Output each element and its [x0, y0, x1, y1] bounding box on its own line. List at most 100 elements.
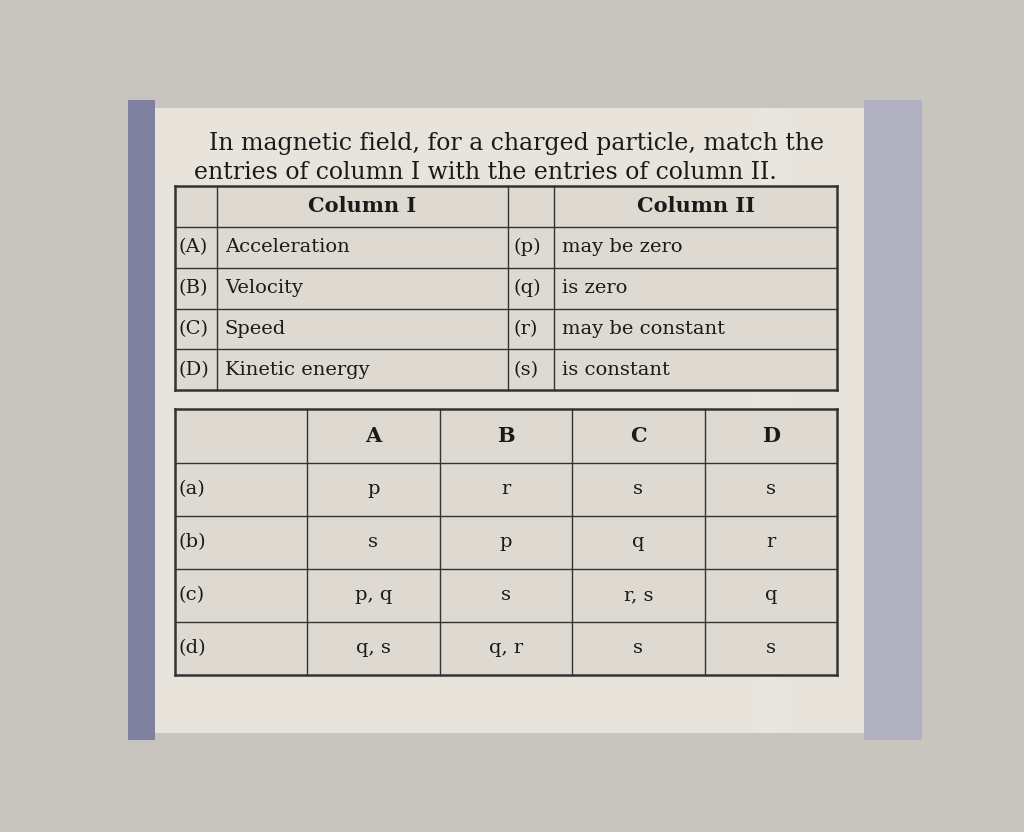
Bar: [822, 107, 825, 733]
Bar: [777, 107, 780, 733]
Bar: [804, 107, 807, 733]
Text: s: s: [766, 480, 776, 498]
Bar: [841, 107, 844, 733]
Bar: [810, 107, 813, 733]
Text: is constant: is constant: [562, 361, 670, 379]
Text: In magnetic field, for a charged particle, match the: In magnetic field, for a charged particl…: [209, 132, 824, 156]
Bar: [864, 100, 922, 740]
Bar: [776, 107, 779, 733]
Text: r, s: r, s: [624, 587, 653, 604]
Bar: [773, 107, 776, 733]
Bar: [767, 107, 770, 733]
Text: (r): (r): [514, 320, 539, 338]
Bar: [782, 107, 785, 733]
Bar: [795, 107, 798, 733]
Bar: [815, 107, 818, 733]
Bar: [790, 107, 793, 733]
Bar: [809, 107, 812, 733]
Text: q, s: q, s: [356, 640, 391, 657]
Bar: [174, 409, 838, 675]
Text: (q): (q): [514, 279, 542, 297]
Text: (p): (p): [514, 238, 542, 256]
Text: is zero: is zero: [562, 279, 628, 297]
Bar: [834, 107, 837, 733]
Text: s: s: [633, 640, 643, 657]
Bar: [847, 107, 850, 733]
Bar: [838, 107, 841, 733]
Bar: [792, 107, 795, 733]
Bar: [821, 107, 824, 733]
Text: may be zero: may be zero: [562, 238, 683, 256]
Text: s: s: [501, 587, 511, 604]
Bar: [128, 100, 155, 740]
Bar: [759, 107, 762, 733]
Bar: [830, 107, 834, 733]
Text: (B): (B): [178, 279, 208, 297]
Bar: [827, 107, 830, 733]
Bar: [793, 107, 796, 733]
Bar: [798, 107, 801, 733]
Bar: [780, 107, 783, 733]
Text: Column I: Column I: [308, 196, 417, 216]
Text: Kinetic energy: Kinetic energy: [225, 361, 370, 379]
Text: r: r: [766, 533, 775, 552]
Bar: [824, 107, 827, 733]
Bar: [770, 107, 773, 733]
Bar: [843, 107, 846, 733]
Bar: [802, 107, 805, 733]
Bar: [788, 107, 792, 733]
Bar: [825, 107, 828, 733]
Bar: [813, 107, 816, 733]
Bar: [828, 107, 831, 733]
Bar: [801, 107, 804, 733]
Bar: [779, 107, 782, 733]
Text: (C): (C): [178, 320, 208, 338]
Text: (b): (b): [178, 533, 206, 552]
Text: s: s: [633, 480, 643, 498]
Text: p: p: [500, 533, 512, 552]
Text: B: B: [497, 426, 515, 446]
Text: Acceleration: Acceleration: [225, 238, 349, 256]
Bar: [761, 107, 764, 733]
Bar: [174, 186, 838, 390]
Bar: [819, 107, 822, 733]
Text: C: C: [630, 426, 646, 446]
Text: (c): (c): [178, 587, 205, 604]
Bar: [796, 107, 799, 733]
Bar: [785, 107, 788, 733]
Text: (a): (a): [178, 480, 205, 498]
Text: (d): (d): [178, 640, 206, 657]
Bar: [764, 107, 767, 733]
Text: s: s: [369, 533, 378, 552]
Text: p, q: p, q: [354, 587, 392, 604]
Bar: [849, 107, 852, 733]
Text: Speed: Speed: [225, 320, 286, 338]
Bar: [799, 107, 802, 733]
Text: (s): (s): [514, 361, 539, 379]
Bar: [844, 107, 847, 733]
Text: p: p: [367, 480, 380, 498]
Bar: [786, 107, 790, 733]
Bar: [846, 107, 849, 733]
Text: (A): (A): [178, 238, 208, 256]
Bar: [762, 107, 765, 733]
Text: (D): (D): [178, 361, 209, 379]
Bar: [783, 107, 786, 733]
Bar: [818, 107, 821, 733]
Text: q, r: q, r: [488, 640, 523, 657]
Bar: [805, 107, 809, 733]
Text: D: D: [762, 426, 780, 446]
Bar: [765, 107, 768, 733]
Bar: [812, 107, 815, 733]
Text: Column II: Column II: [637, 196, 755, 216]
Bar: [831, 107, 835, 733]
Bar: [835, 107, 838, 733]
Bar: [768, 107, 771, 733]
Text: A: A: [366, 426, 381, 446]
Text: q: q: [765, 587, 777, 604]
Bar: [758, 107, 761, 733]
Bar: [807, 107, 810, 733]
Text: Velocity: Velocity: [225, 279, 303, 297]
Text: q: q: [632, 533, 644, 552]
Text: r: r: [501, 480, 510, 498]
